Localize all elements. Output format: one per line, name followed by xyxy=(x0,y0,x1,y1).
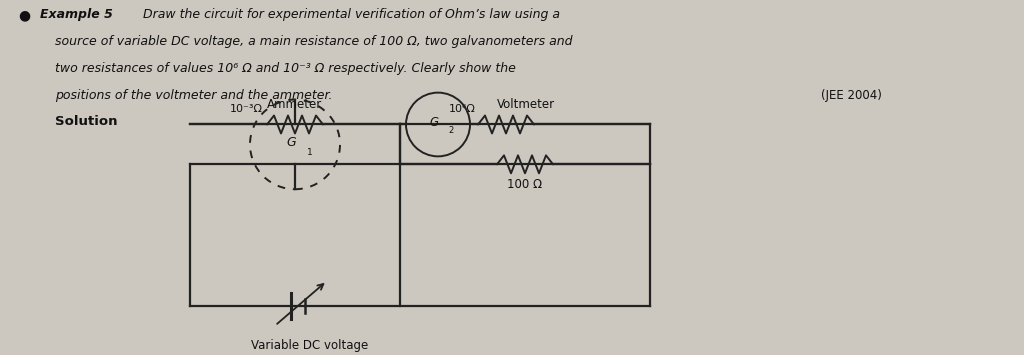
Text: Ammeter: Ammeter xyxy=(267,98,323,110)
Text: 10⁻³Ω: 10⁻³Ω xyxy=(230,104,263,114)
Text: 2: 2 xyxy=(449,126,454,135)
Text: Solution: Solution xyxy=(55,115,118,127)
Text: Voltmeter: Voltmeter xyxy=(497,98,555,110)
Text: (JEE 2004): (JEE 2004) xyxy=(821,89,882,102)
Text: Draw the circuit for experimental verification of Ohm’s law using a: Draw the circuit for experimental verifi… xyxy=(135,8,560,21)
Text: G: G xyxy=(286,136,296,149)
Text: 10⁶Ω: 10⁶Ω xyxy=(450,104,476,114)
Text: 1: 1 xyxy=(307,148,313,157)
Text: G: G xyxy=(429,116,438,129)
Text: two resistances of values 10⁶ Ω and 10⁻³ Ω respectively. Clearly show the: two resistances of values 10⁶ Ω and 10⁻³… xyxy=(55,62,516,75)
Text: 100 Ω: 100 Ω xyxy=(508,178,543,191)
Text: source of variable DC voltage, a main resistance of 100 Ω, two galvanometers and: source of variable DC voltage, a main re… xyxy=(55,35,572,48)
Text: Variable DC voltage: Variable DC voltage xyxy=(251,339,369,351)
Text: positions of the voltmeter and the ammeter.: positions of the voltmeter and the ammet… xyxy=(55,89,333,102)
Text: Example 5: Example 5 xyxy=(40,8,113,21)
Text: ●: ● xyxy=(18,8,30,22)
